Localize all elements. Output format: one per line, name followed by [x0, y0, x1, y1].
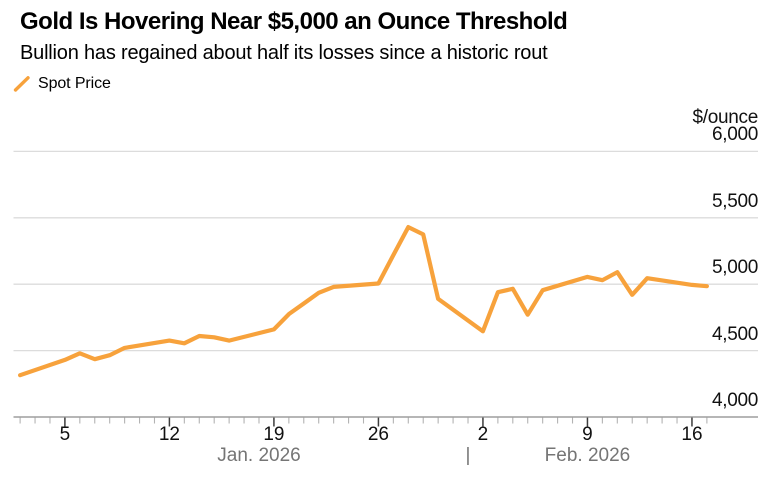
spot-price-slash-icon	[13, 75, 31, 93]
chart-subtitle: Bullion has regained about half its loss…	[20, 42, 548, 64]
spot-price-line	[18, 225, 710, 378]
y-axis-unit-label: $/ounce	[692, 107, 758, 128]
legend-label-spot-price: Spot Price	[38, 75, 111, 92]
legend: Spot Price	[13, 75, 111, 93]
chart-title: Gold Is Hovering Near $5,000 an Ounce Th…	[20, 8, 568, 35]
